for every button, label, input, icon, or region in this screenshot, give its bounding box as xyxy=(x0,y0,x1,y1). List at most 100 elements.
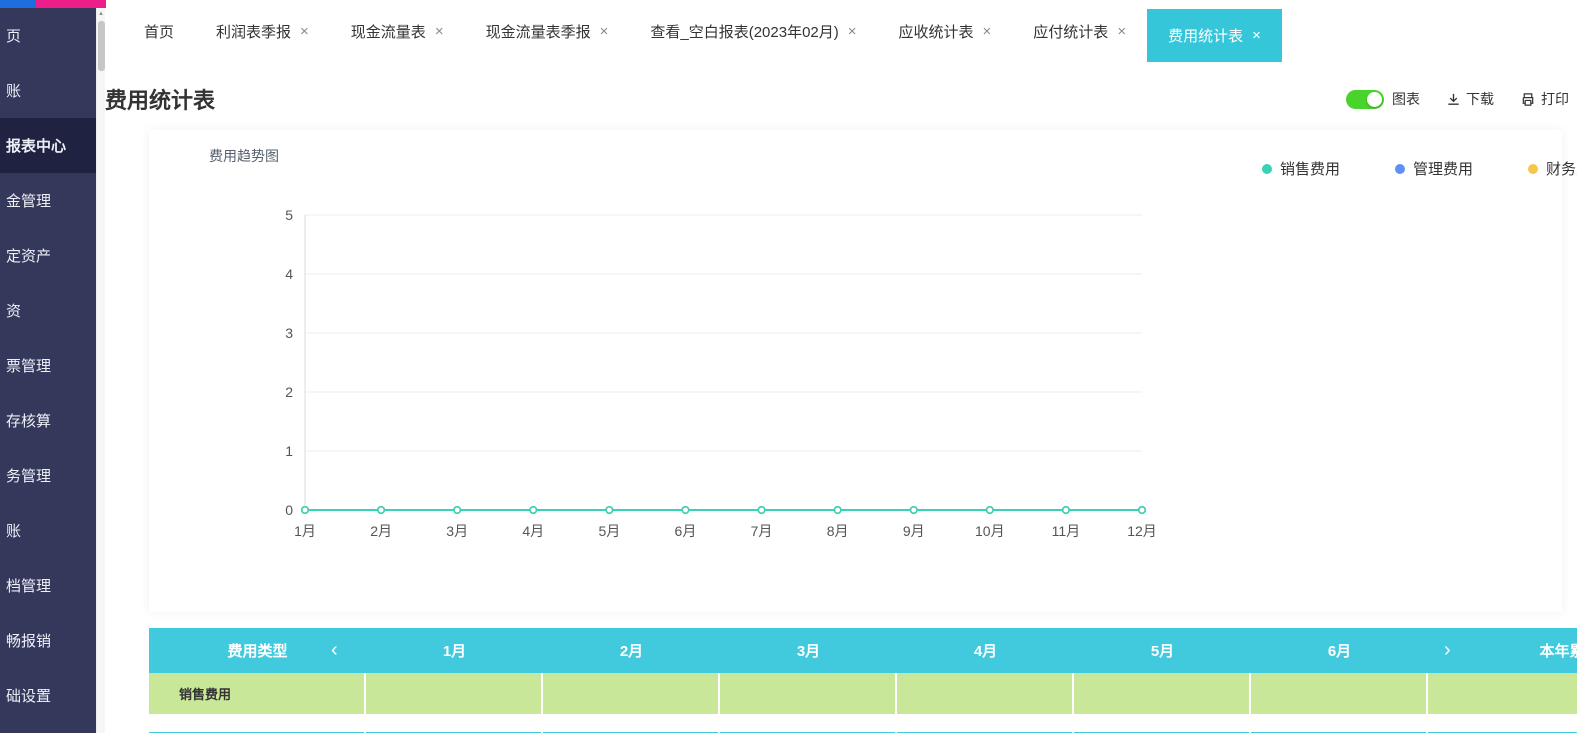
svg-text:4月: 4月 xyxy=(522,523,544,539)
page-title: 费用统计表 xyxy=(105,88,216,113)
toolbar: 图表 下载 打印 xyxy=(1346,89,1569,109)
table-cell xyxy=(366,673,543,714)
svg-text:8月: 8月 xyxy=(827,523,849,539)
table-cell xyxy=(897,673,1074,714)
close-icon[interactable]: × xyxy=(982,22,992,40)
tab[interactable]: 现金流量表 × xyxy=(330,0,465,62)
close-icon[interactable]: × xyxy=(847,22,857,40)
sidebar-item[interactable]: 畅报销 xyxy=(6,633,52,650)
svg-text:1: 1 xyxy=(285,443,293,459)
sidebar-item[interactable]: 资 xyxy=(6,303,22,320)
sidebar-item[interactable]: 务管理 xyxy=(6,468,52,485)
svg-text:5: 5 xyxy=(285,207,293,223)
sidebar-item[interactable]: 存核算 xyxy=(6,413,52,430)
tab-active[interactable]: 费用统计表 × xyxy=(1147,9,1282,62)
svg-text:2月: 2月 xyxy=(370,523,392,539)
svg-text:10月: 10月 xyxy=(975,523,1005,539)
row-label-cell: 销售费用 xyxy=(149,673,366,714)
tab[interactable]: 首页 xyxy=(123,0,195,62)
print-label: 打印 xyxy=(1541,91,1569,107)
sidebar-scrollbar[interactable]: ▲ xyxy=(96,8,105,733)
chart-title: 费用趋势图 xyxy=(209,148,279,164)
sidebar-nav: 页账报表中心 金管理 定资产资票管理 存核算 务管理账档管理 畅报销 础设置 xyxy=(0,8,96,733)
sidebar-item-active[interactable]: 报表中心 xyxy=(0,118,96,173)
table-header-cell: 费用类型 xyxy=(227,643,288,660)
close-icon[interactable]: × xyxy=(434,22,444,40)
chevron-right-icon[interactable]: › xyxy=(1444,639,1451,661)
legend-dot-icon xyxy=(1528,163,1539,174)
tab-label: 查看_空白报表(2023年02月) xyxy=(650,23,839,41)
sidebar-item[interactable]: 账 xyxy=(6,523,22,540)
expense-trend-chart: 0 1 2 3 4 5 1月 2月 3月 4月 5月 6月 7月 8月 9月 10月 11月 12月 xyxy=(255,200,1205,565)
chart-card: 费用趋势图 销售费用 管理费用 财务费用 0 1 2 3 4 5 1月 2月 3月 4月 5月 6月 7月 8… xyxy=(149,130,1577,612)
tab-label: 费用统计表 xyxy=(1168,28,1244,45)
svg-text:2: 2 xyxy=(285,384,293,400)
table-cell xyxy=(1251,714,1428,733)
top-accent-pink xyxy=(36,0,106,8)
chart-toggle-label: 图表 xyxy=(1392,91,1420,107)
row-label-cell xyxy=(149,714,366,733)
table-cell xyxy=(1074,714,1251,733)
svg-text:7月: 7月 xyxy=(751,523,773,539)
sidebar-item[interactable]: 定资产 xyxy=(6,248,52,265)
table-header-row: 费用类型 1月 2月 3月 4月 5月 6月 本年累计 ‹ › xyxy=(149,628,1577,673)
table-row[interactable] xyxy=(149,714,1577,733)
legend-label: 管理费用 xyxy=(1413,161,1474,178)
close-icon[interactable]: × xyxy=(1117,22,1127,40)
download-label: 下载 xyxy=(1466,91,1494,107)
table-cell xyxy=(720,714,897,733)
tab-label: 利润表季报 xyxy=(216,23,292,41)
table-row[interactable]: 销售费用 xyxy=(149,673,1577,714)
tab-label: 应收统计表 xyxy=(898,23,974,41)
sidebar-item[interactable]: 账 xyxy=(6,83,22,100)
tab-label: 现金流量表 xyxy=(350,23,426,41)
close-icon[interactable]: × xyxy=(599,22,609,40)
table-header-cell: 3月 xyxy=(796,643,821,660)
svg-text:0: 0 xyxy=(285,502,293,518)
legend-item[interactable]: 管理费用 xyxy=(1395,158,1473,179)
sidebar-item[interactable]: 档管理 xyxy=(6,578,52,595)
tab[interactable]: 应付统计表 × xyxy=(1012,0,1147,62)
tab[interactable]: 应收统计表 × xyxy=(878,0,1013,62)
download-icon xyxy=(1448,93,1459,105)
table-header-cell: 5月 xyxy=(1150,643,1175,660)
table-cell xyxy=(366,714,543,733)
download-button[interactable]: 下载 xyxy=(1446,89,1494,109)
top-accent-blue xyxy=(0,0,36,8)
table-header-cell: 1月 xyxy=(442,643,467,660)
scrollbar-thumb[interactable] xyxy=(98,21,105,71)
table-cell xyxy=(543,673,720,714)
scroll-up-arrow-icon[interactable]: ▲ xyxy=(98,10,104,17)
close-icon[interactable]: × xyxy=(300,22,309,40)
top-accent-strip xyxy=(0,0,106,8)
svg-text:3月: 3月 xyxy=(446,523,468,539)
main-area: 首页 利润表季报 × 现金流量表 × 现金流量表季报 × 查看_空白报表(2023年02月) ×… xyxy=(105,0,1577,733)
printer-icon xyxy=(1522,92,1534,106)
sidebar-item[interactable]: 页 xyxy=(6,28,22,45)
tab[interactable]: 利润表季报 × xyxy=(195,0,330,62)
sidebar-item[interactable]: 金管理 xyxy=(6,193,52,210)
toggle-knob xyxy=(1367,91,1382,107)
legend-item[interactable]: 销售费用 xyxy=(1262,158,1340,179)
table-cell xyxy=(720,673,897,714)
chart-legend: 销售费用 管理费用 财务费用 xyxy=(1262,158,1577,179)
close-icon[interactable]: × xyxy=(1252,27,1261,44)
sidebar-item[interactable]: 票管理 xyxy=(6,358,52,375)
expense-table: 费用类型 1月 2月 3月 4月 5月 6月 本年累计 ‹ › 销售费用 xyxy=(149,628,1577,733)
tab-bar: 首页 利润表季报 × 现金流量表 × 现金流量表季报 × 查看_空白报表(2023年02月) ×… xyxy=(105,0,1577,62)
table-header-cell: 本年累计 xyxy=(1539,643,1577,660)
tab[interactable]: 查看_空白报表(2023年02月) × xyxy=(629,0,877,62)
legend-label: 销售费用 xyxy=(1280,161,1341,178)
legend-item[interactable]: 财务费用 xyxy=(1528,158,1577,179)
sidebar-item[interactable]: 础设置 xyxy=(6,688,52,705)
table-cell xyxy=(1428,673,1577,714)
legend-label: 财务费用 xyxy=(1546,161,1577,178)
tab[interactable]: 现金流量表季报 × xyxy=(465,0,630,62)
chevron-left-icon[interactable]: ‹ xyxy=(331,639,338,661)
table-header-cell: 6月 xyxy=(1327,643,1352,660)
tab-label: 应付统计表 xyxy=(1033,23,1109,41)
svg-text:5月: 5月 xyxy=(598,523,620,539)
chart-toggle-switch[interactable] xyxy=(1346,89,1384,109)
print-button[interactable]: 打印 xyxy=(1520,89,1569,109)
svg-text:11月: 11月 xyxy=(1052,523,1081,539)
